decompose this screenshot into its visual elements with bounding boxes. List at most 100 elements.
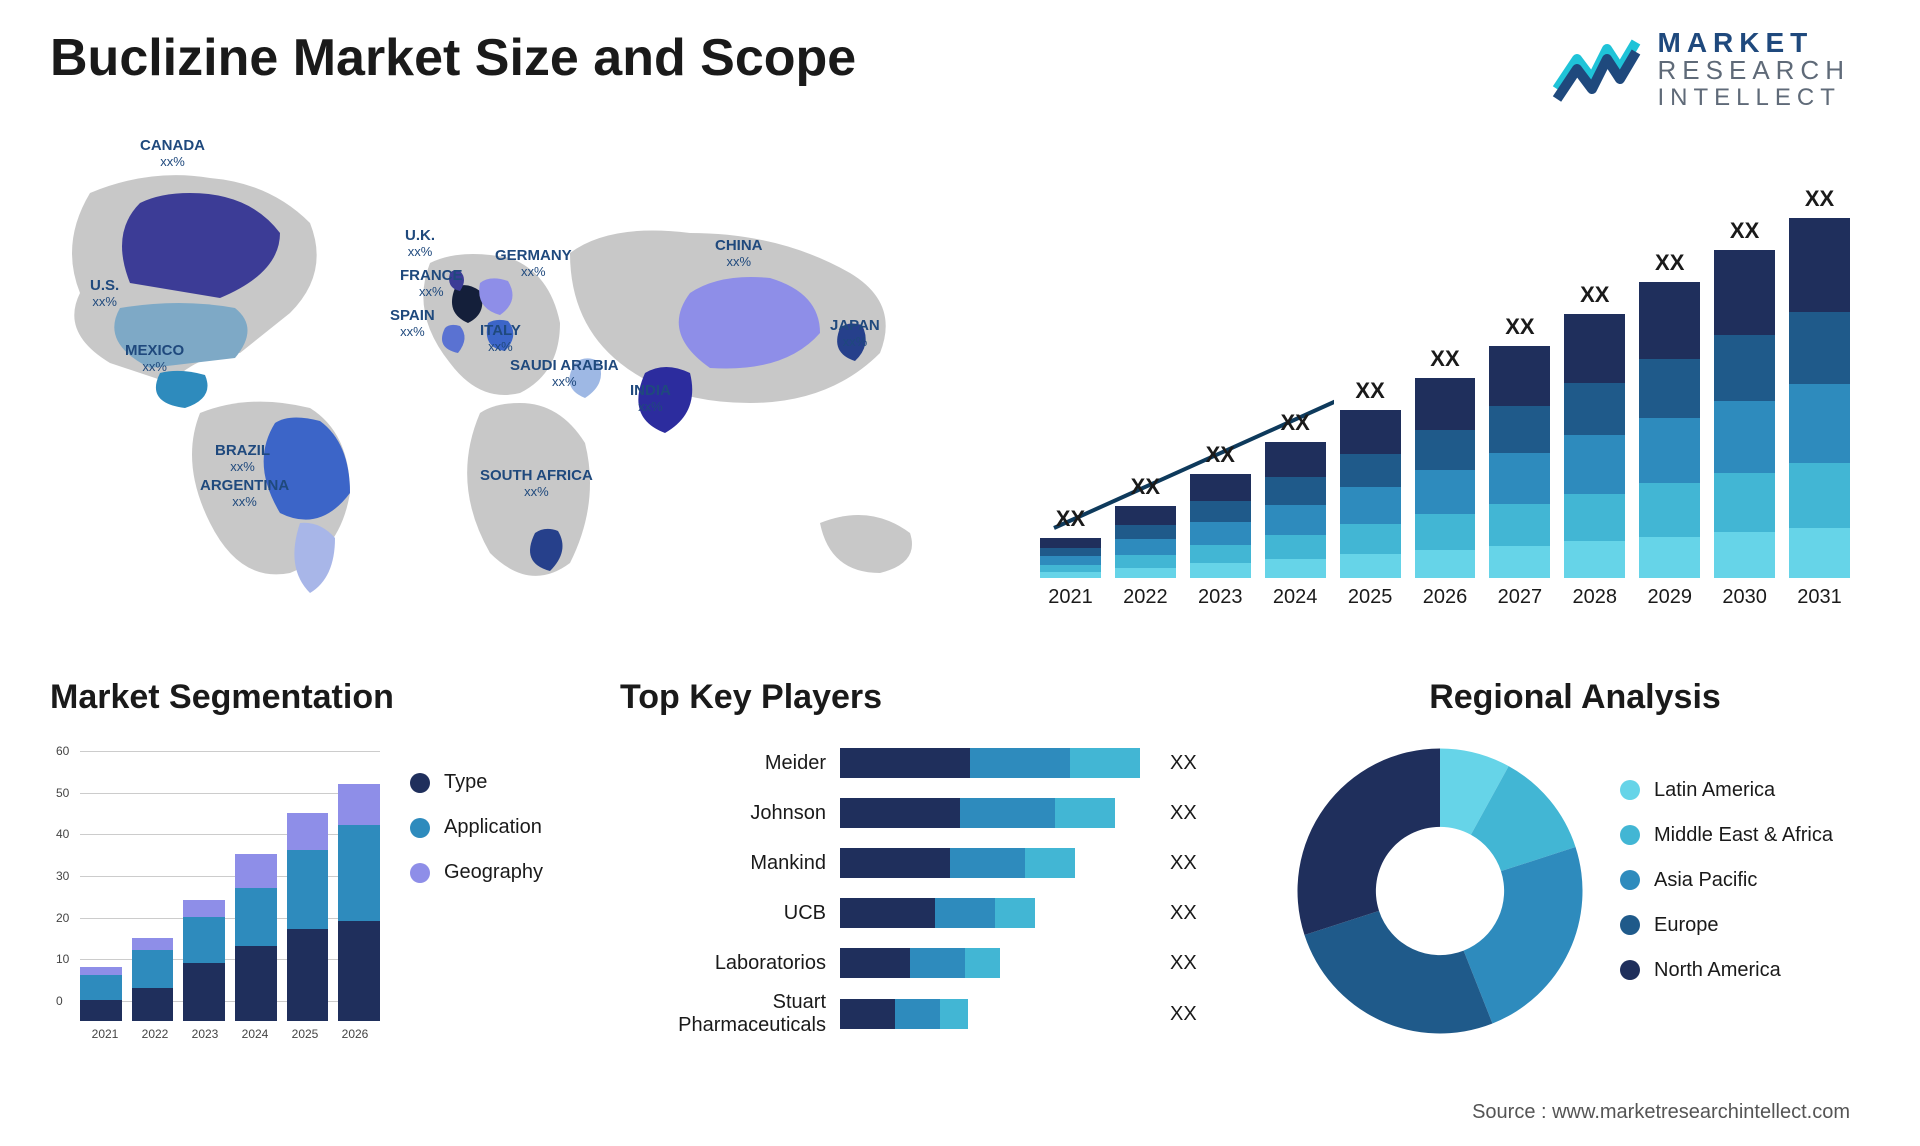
map-label-japan: JAPANxx%: [830, 318, 880, 349]
growth-bar-value: XX: [1280, 410, 1309, 436]
growth-year-label: 2023: [1190, 586, 1251, 609]
regional-panel: Regional Analysis Latin America Middle Ea…: [1290, 678, 1860, 1078]
growth-bar-value: XX: [1131, 474, 1160, 500]
players-panel: Top Key Players Meider XX JohnsonXX Mankind…: [620, 678, 1260, 1078]
player-name: Meider: [630, 752, 840, 775]
map-label-germany: GERMANYxx%: [495, 248, 572, 279]
map-label-canada: CANADAxx%: [140, 138, 205, 169]
growth-bar-value: XX: [1206, 442, 1235, 468]
growth-bar-value: XX: [1056, 506, 1085, 532]
growth-bar-2022: XX: [1115, 474, 1176, 578]
map-label-china: CHINAxx%: [715, 238, 763, 269]
player-value: XX: [1160, 852, 1220, 875]
player-value: XX: [1160, 952, 1220, 975]
growth-year-label: 2025: [1340, 586, 1401, 609]
growth-bar-2025: XX: [1340, 378, 1401, 578]
players-title: Top Key Players: [620, 678, 1260, 717]
segmentation-panel: Market Segmentation 01020304050602021202…: [50, 678, 590, 1078]
segmentation-title: Market Segmentation: [50, 678, 590, 717]
region-legend-item: Asia Pacific: [1620, 869, 1833, 892]
growth-bar-2028: XX: [1564, 282, 1625, 578]
map-label-india: INDIAxx%: [630, 383, 671, 414]
map-label-south-africa: SOUTH AFRICAxx%: [480, 468, 593, 499]
growth-year-label: 2024: [1265, 586, 1326, 609]
donut-slice-europe: [1304, 911, 1492, 1034]
player-name: Stuart Pharmaceuticals: [630, 991, 840, 1037]
regional-legend: Latin America Middle East & Africa Asia Pa…: [1620, 779, 1833, 1004]
player-bar: [840, 999, 1160, 1029]
region-legend-item: Latin America: [1620, 779, 1833, 802]
segmentation-legend: Type Application Geography: [410, 741, 543, 1041]
logo-line3: INTELLECT: [1658, 85, 1850, 110]
player-bar: [840, 848, 1160, 878]
growth-bar-value: XX: [1430, 346, 1459, 372]
player-value: XX: [1160, 752, 1220, 775]
logo-line1: MARKET: [1658, 28, 1850, 57]
growth-bar-value: XX: [1730, 218, 1759, 244]
seg-legend-item: Geography: [410, 861, 543, 884]
growth-bar-value: XX: [1355, 378, 1384, 404]
regional-donut: [1290, 741, 1590, 1041]
map-label-mexico: MEXICOxx%: [125, 343, 184, 374]
source-attribution: Source : www.marketresearchintellect.com: [1472, 1101, 1850, 1124]
player-bar: [840, 748, 1160, 778]
growth-chart-panel: XX XX XX XX XX XX XX XX XX XX XX 2021 2022 2023 2024 2…: [1030, 108, 1860, 638]
region-legend-item: North America: [1620, 959, 1833, 982]
map-label-u-s-: U.S.xx%: [90, 278, 119, 309]
player-row: UCB XX: [630, 891, 1260, 935]
growth-bar-2026: XX: [1415, 346, 1476, 578]
seg-bar-2024: [235, 854, 277, 1021]
segmentation-chart: 0102030405060202120222023202420252026: [50, 741, 380, 1041]
seg-legend-item: Type: [410, 771, 543, 794]
growth-year-label: 2029: [1639, 586, 1700, 609]
growth-bar-2030: XX: [1714, 218, 1775, 578]
growth-year-label: 2031: [1789, 586, 1850, 609]
growth-year-label: 2021: [1040, 586, 1101, 609]
seg-bar-2023: [183, 900, 225, 1021]
map-label-brazil: BRAZILxx%: [215, 443, 270, 474]
seg-bar-2026: [338, 784, 380, 1021]
growth-bar-value: XX: [1655, 250, 1684, 276]
growth-bar-2021: XX: [1040, 506, 1101, 578]
player-value: XX: [1160, 902, 1220, 925]
region-legend-item: Middle East & Africa: [1620, 824, 1833, 847]
logo-icon: [1552, 34, 1642, 104]
player-row: JohnsonXX: [630, 791, 1260, 835]
player-name: Mankind: [630, 852, 840, 875]
map-label-italy: ITALYxx%: [480, 323, 521, 354]
seg-bar-2021: [80, 967, 122, 1021]
growth-bar-value: XX: [1805, 186, 1834, 212]
growth-year-label: 2022: [1115, 586, 1176, 609]
growth-bar-2024: XX: [1265, 410, 1326, 578]
brand-logo: MARKET RESEARCH INTELLECT: [1552, 28, 1850, 110]
seg-legend-item: Application: [410, 816, 543, 839]
donut-slice-north-america: [1298, 749, 1441, 936]
growth-year-label: 2027: [1489, 586, 1550, 609]
player-value: XX: [1160, 1003, 1220, 1026]
map-label-argentina: ARGENTINAxx%: [200, 478, 289, 509]
growth-bar-2027: XX: [1489, 314, 1550, 578]
growth-year-label: 2028: [1564, 586, 1625, 609]
growth-bar-value: XX: [1505, 314, 1534, 340]
map-label-france: FRANCExx%: [400, 268, 463, 299]
map-label-spain: SPAINxx%: [390, 308, 435, 339]
logo-line2: RESEARCH: [1658, 57, 1850, 84]
player-bar: [840, 898, 1160, 928]
growth-year-label: 2026: [1415, 586, 1476, 609]
map-label-u-k-: U.K.xx%: [405, 228, 435, 259]
growth-bar-value: XX: [1580, 282, 1609, 308]
player-name: Laboratorios: [630, 952, 840, 975]
player-row: Mankind XX: [630, 841, 1260, 885]
player-bar: [840, 798, 1160, 828]
player-row: Stuart Pharmaceuticals XX: [630, 991, 1260, 1035]
world-map-panel: CANADAxx% U.S.xx% MEXICOxx% BRAZILxx% ARGENT…: [50, 108, 990, 638]
player-row: Meider XX: [630, 741, 1260, 785]
region-legend-item: Europe: [1620, 914, 1833, 937]
player-row: Laboratorios XX: [630, 941, 1260, 985]
growth-bar-2023: XX: [1190, 442, 1251, 578]
player-bar: [840, 948, 1160, 978]
map-label-saudi-arabia: SAUDI ARABIAxx%: [510, 358, 619, 389]
regional-title: Regional Analysis: [1290, 678, 1860, 717]
player-name: UCB: [630, 902, 840, 925]
growth-year-label: 2030: [1714, 586, 1775, 609]
